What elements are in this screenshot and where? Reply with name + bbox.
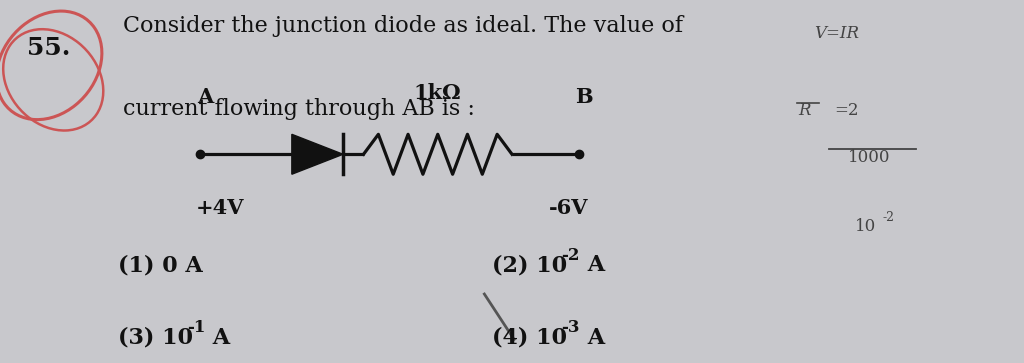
Polygon shape <box>292 134 343 174</box>
Text: A: A <box>197 87 213 107</box>
Text: (4) 10: (4) 10 <box>492 327 566 349</box>
Text: B: B <box>574 87 593 107</box>
Text: A: A <box>580 327 605 349</box>
Text: =2: =2 <box>835 102 859 119</box>
Text: -6V: -6V <box>549 198 588 218</box>
Text: R: R <box>799 102 811 119</box>
Text: 1000: 1000 <box>848 149 891 166</box>
Text: A: A <box>205 327 230 349</box>
Text: Consider the junction diode as ideal. The value of: Consider the junction diode as ideal. Th… <box>123 15 683 37</box>
Text: (3) 10: (3) 10 <box>118 327 193 349</box>
Text: 55.: 55. <box>28 36 71 60</box>
Text: 10: 10 <box>855 218 877 235</box>
Text: (1) 0 A: (1) 0 A <box>118 254 203 276</box>
Text: +4V: +4V <box>196 198 245 218</box>
Text: 1kΩ: 1kΩ <box>414 83 462 103</box>
Text: V=IR: V=IR <box>814 25 859 42</box>
Text: (2) 10: (2) 10 <box>492 254 566 276</box>
Text: -2: -2 <box>561 247 580 264</box>
Text: -1: -1 <box>187 319 206 337</box>
Text: A: A <box>580 254 605 276</box>
Text: current flowing through AB is :: current flowing through AB is : <box>123 98 475 120</box>
Text: -2: -2 <box>883 211 895 224</box>
Text: -3: -3 <box>561 319 580 337</box>
